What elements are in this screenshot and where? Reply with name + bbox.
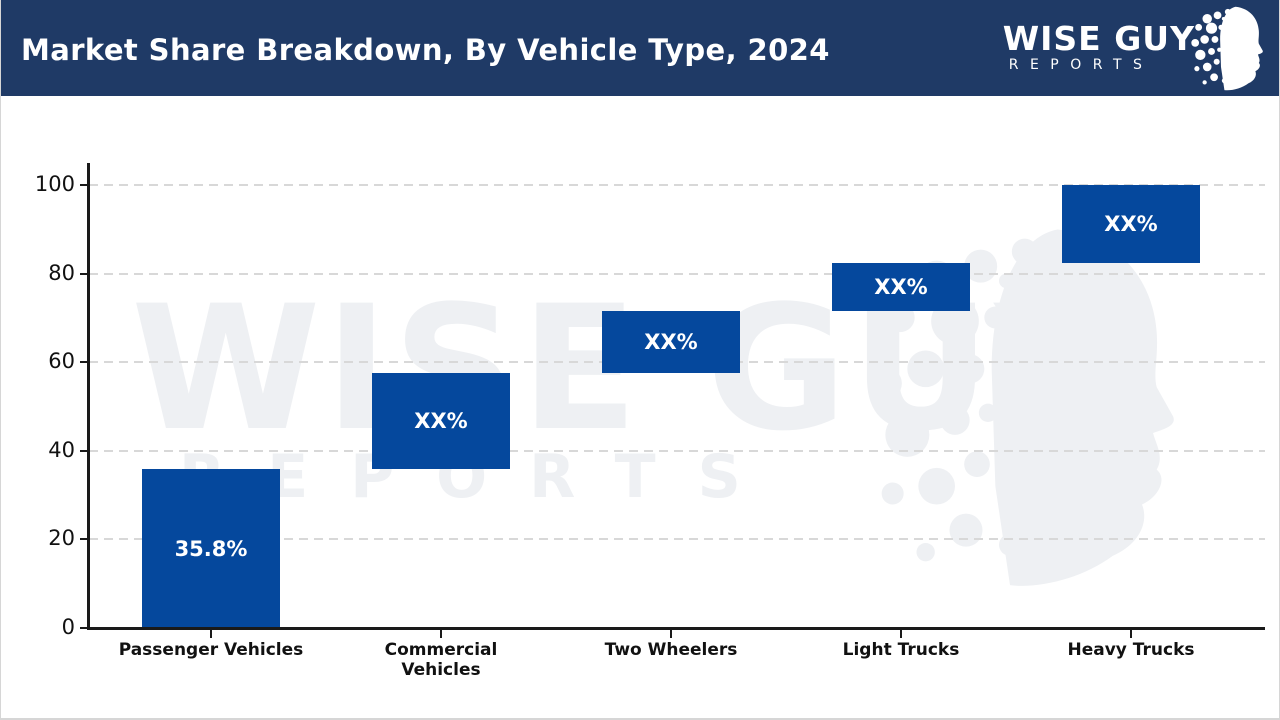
y-tick-label: 80 <box>48 260 75 285</box>
x-tick-label: Heavy Trucks <box>1067 640 1195 660</box>
header-banner: Market Share Breakdown, By Vehicle Type,… <box>1 0 1279 96</box>
bar-segment: XX% <box>832 262 970 312</box>
bar-segment: XX% <box>372 373 510 470</box>
gridline <box>89 272 1265 275</box>
gridline <box>89 538 1265 541</box>
x-tick-label: Light Trucks <box>842 640 960 660</box>
y-axis-line <box>87 163 90 630</box>
bar-value-label: XX% <box>874 274 928 299</box>
page-title: Market Share Breakdown, By Vehicle Type,… <box>21 33 830 67</box>
y-tick-mark <box>80 627 88 629</box>
y-tick-mark <box>80 449 88 452</box>
y-tick-label: 20 <box>48 526 75 551</box>
x-axis-line <box>87 627 1265 630</box>
bar-value-label: XX% <box>1104 211 1158 236</box>
x-tick-mark <box>900 630 902 638</box>
y-tick-label: 100 <box>34 172 75 196</box>
bar-value-label: XX% <box>644 330 698 355</box>
logo-text: WISE GUY REPORTS <box>1003 22 1195 74</box>
x-tick-mark <box>670 630 672 638</box>
bar-segment: 35.8% <box>142 469 280 628</box>
x-tick-label: Passenger Vehicles <box>118 640 304 660</box>
x-tick-mark <box>1130 630 1132 638</box>
bar-value-label: XX% <box>414 409 468 434</box>
bar-segment: XX% <box>1062 185 1200 263</box>
y-tick-label: 40 <box>48 437 75 462</box>
gridline <box>89 449 1265 452</box>
logo-wordmark: WISE GUY <box>1002 19 1195 58</box>
y-tick-mark <box>80 538 88 541</box>
y-tick-mark <box>80 184 88 186</box>
logo-subtitle: REPORTS <box>1008 57 1154 73</box>
y-tick-label: 0 <box>61 615 75 639</box>
wise-guy-reports-logo: WISE GUY REPORTS <box>1003 5 1279 91</box>
x-tick-label: Two Wheelers <box>604 640 738 660</box>
x-tick-mark <box>440 630 442 638</box>
logo-head-dots-icon <box>1191 6 1263 91</box>
bar-value-label: 35.8% <box>174 536 248 561</box>
x-tick-label: Commercial Vehicles <box>384 640 498 680</box>
y-tick-label: 60 <box>48 349 75 374</box>
bar-segment: XX% <box>602 311 740 374</box>
gridline <box>89 184 1265 186</box>
y-tick-mark <box>80 272 88 275</box>
x-tick-mark <box>210 630 212 638</box>
y-tick-mark <box>80 361 88 364</box>
